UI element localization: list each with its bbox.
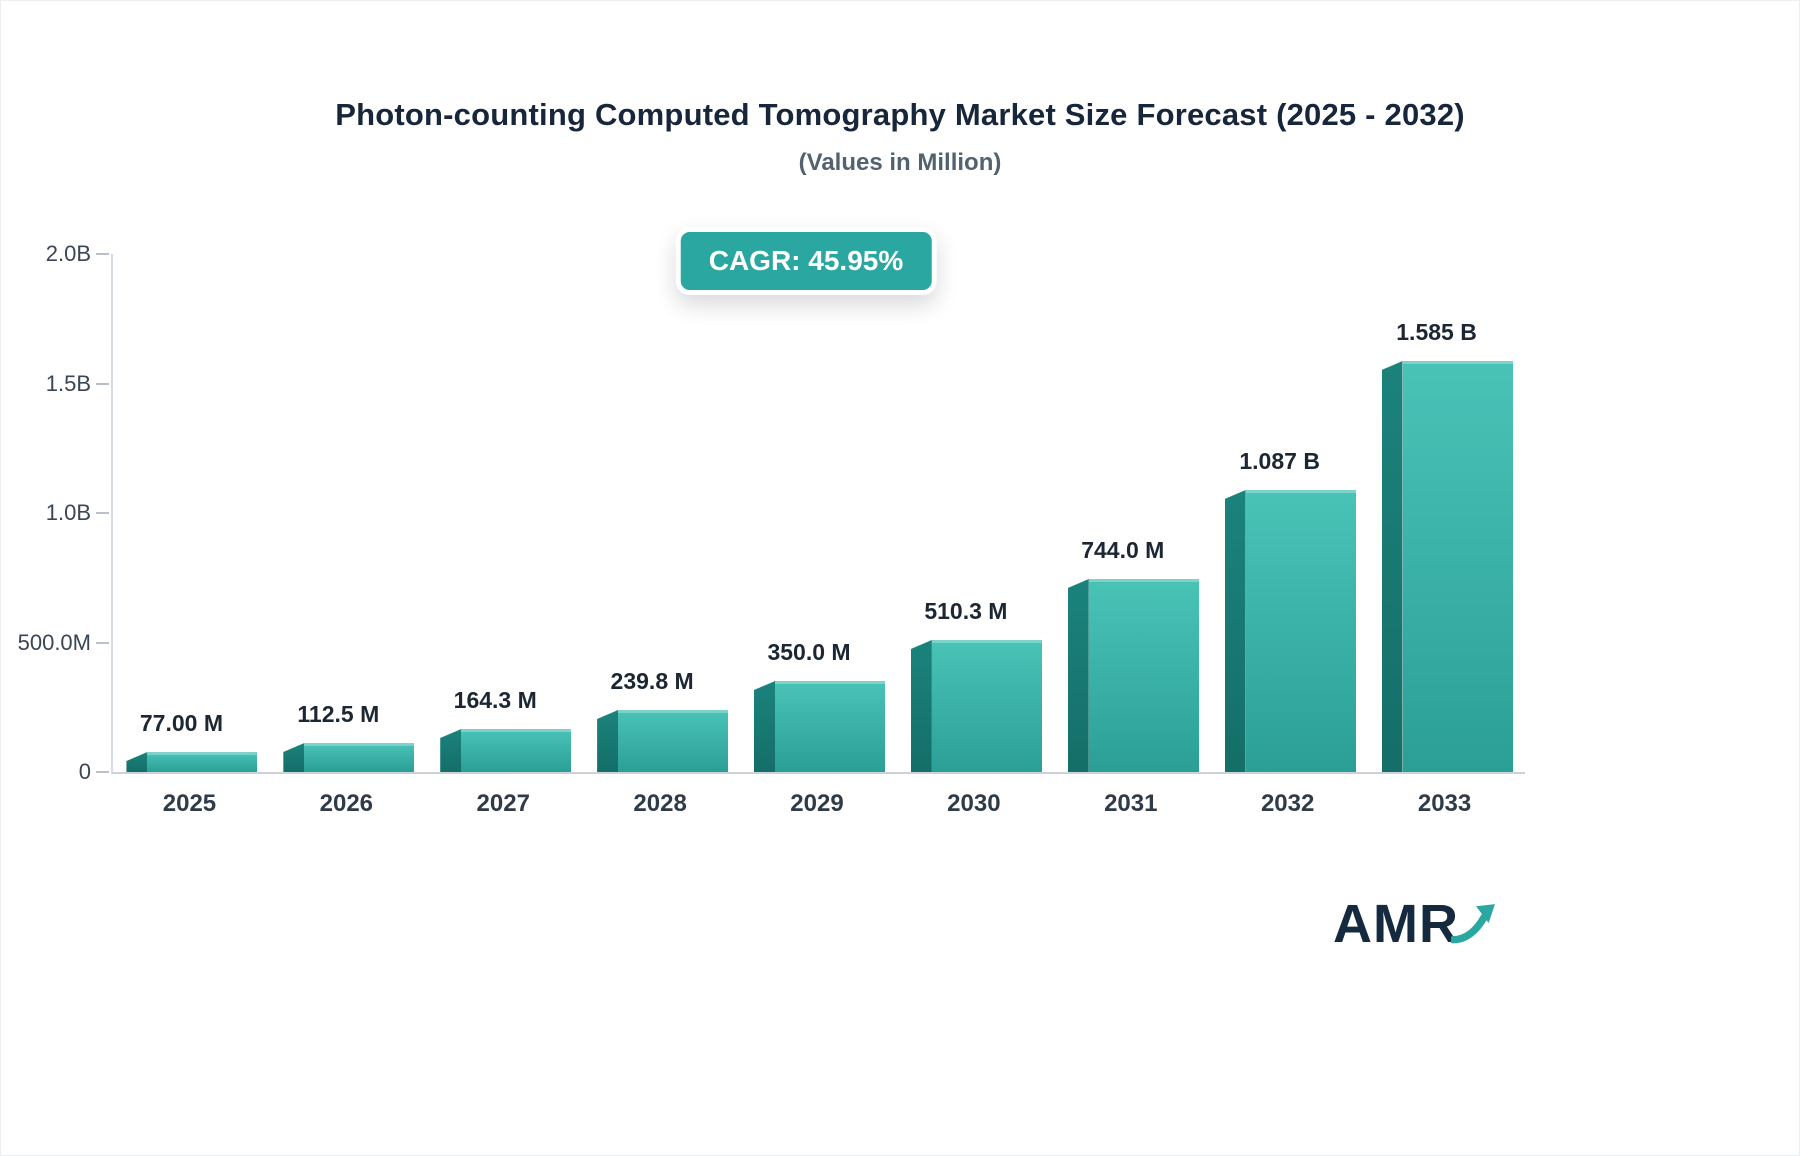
x-tick-label: 2031 — [1104, 790, 1158, 817]
bar-2027 — [440, 729, 572, 772]
y-tick-label: 1.5B — [45, 370, 91, 396]
bar-2028 — [597, 710, 729, 772]
bar-top-edge — [1245, 490, 1356, 493]
bar-2029 — [754, 681, 885, 772]
bar-2025 — [126, 752, 258, 772]
chart-title: Photon-counting Computed Tomography Mark… — [335, 97, 1465, 132]
bar-2030 — [910, 640, 1042, 772]
bar-side-face — [283, 743, 305, 772]
bar-side-face — [1224, 490, 1246, 772]
x-tick-label: 2025 — [162, 790, 217, 817]
bar-side-face — [440, 729, 462, 772]
bar-2033 — [1381, 361, 1513, 772]
bar-2031 — [1067, 579, 1199, 772]
y-tick-dash — [96, 382, 109, 385]
bar-side-face — [910, 640, 932, 772]
x-tick-label: 2032 — [1260, 790, 1315, 817]
bar-top-edge — [775, 681, 885, 684]
bar-value-label: 1.585 B — [1396, 319, 1477, 345]
bar-value-label: 744.0 M — [1081, 537, 1165, 563]
cagr-badge: CAGR: 45.95% — [675, 227, 937, 295]
y-tick-dash — [96, 771, 109, 773]
bar-value-label: 510.3 M — [924, 598, 1008, 624]
bar-value-label: 112.5 M — [297, 701, 380, 727]
bar-value-label: 77.00 M — [139, 710, 223, 736]
y-tick-label: 0 — [78, 759, 91, 784]
bar-top-edge — [147, 752, 258, 755]
y-tick-label: 500.0M — [17, 629, 91, 655]
x-axis-labels: 2025 2026 2027 2028 2029 2030 2031 2032 2033 — [111, 776, 1523, 826]
bar-value-label: 350.0 M — [767, 639, 851, 665]
x-tick-label: 2027 — [476, 790, 530, 817]
bar-top-edge — [461, 729, 572, 732]
bar-side-face — [754, 681, 775, 772]
bar-side-face — [597, 710, 619, 772]
bar-side-face — [1067, 579, 1089, 772]
x-tick-label: 2033 — [1417, 790, 1472, 817]
bar-top-edge — [1088, 579, 1199, 582]
plot-area: 2.0B 1.5B 1.0B 500.0M 0 77.00 M 112.5 M 164.3 M… — [18, 241, 1525, 784]
y-tick-label: 1.0B — [45, 500, 91, 525]
bar-top-edge — [304, 743, 415, 746]
bar-top-edge — [1402, 361, 1513, 364]
bar-top-edge — [618, 710, 729, 713]
bar-value-label: 239.8 M — [610, 668, 694, 694]
y-tick-dash — [96, 512, 109, 514]
bar-2032 — [1224, 490, 1356, 772]
y-tick-dash — [96, 253, 109, 255]
x-tick-label: 2026 — [319, 790, 374, 817]
x-tick-label: 2028 — [633, 790, 687, 817]
growth-arrow-icon — [1449, 902, 1497, 949]
chart-subtitle: (Values in Million) — [798, 149, 1002, 176]
x-tick-label: 2029 — [790, 790, 844, 817]
bar-side-face — [126, 752, 148, 772]
bar-side-face — [1381, 361, 1403, 772]
bar-2026 — [283, 743, 415, 772]
y-tick-dash — [96, 641, 109, 644]
bar-top-edge — [931, 640, 1042, 643]
amr-logo: AMR — [1333, 897, 1497, 951]
x-tick-label: 2030 — [947, 790, 1001, 817]
y-tick-label: 2.0B — [45, 241, 91, 266]
bar-value-label: 1.087 B — [1239, 448, 1320, 474]
amr-logo-text: AMR — [1333, 894, 1459, 954]
bar-value-label: 164.3 M — [453, 687, 537, 713]
